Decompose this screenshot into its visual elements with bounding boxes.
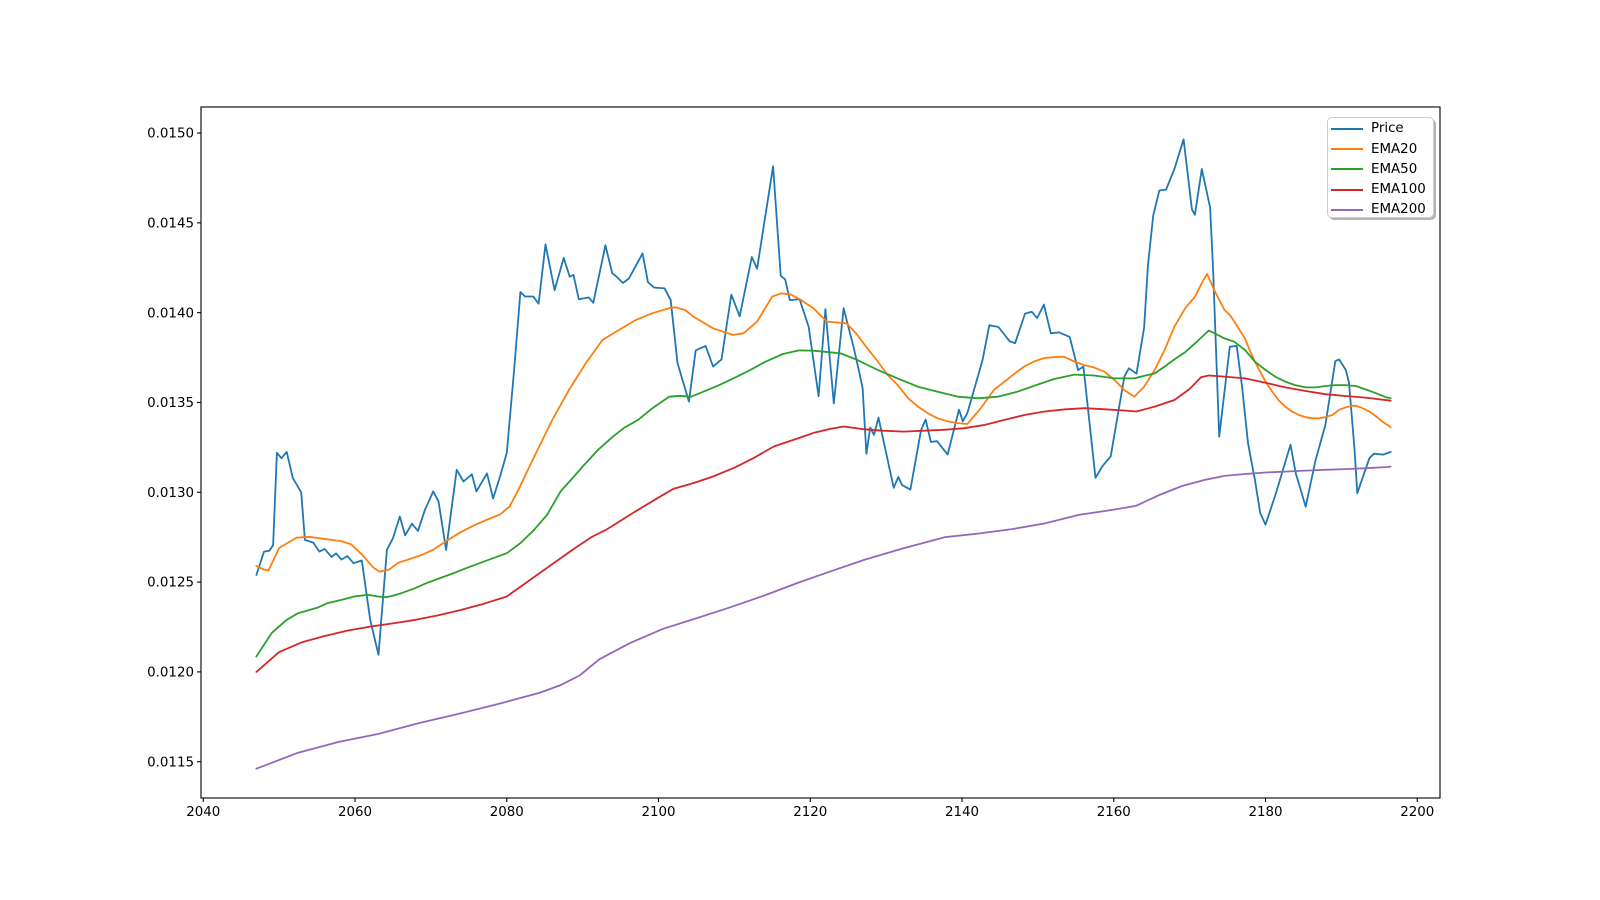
legend-label: EMA200 (1371, 202, 1426, 218)
legend-entry-ema50: EMA50 (1331, 159, 1433, 179)
y-tick-label: 0.0150 (147, 127, 194, 142)
legend-entry-ema200: EMA200 (1331, 200, 1433, 220)
ema20-line (255, 273, 1392, 573)
legend-entry-ema20: EMA20 (1331, 139, 1433, 159)
axes-spines (200, 106, 1441, 799)
legend-line-sample (1331, 168, 1363, 171)
y-tick-label: 0.0140 (147, 306, 194, 321)
x-tick-label: 2160 (1097, 805, 1131, 820)
legend-label: Price (1371, 121, 1404, 137)
x-tick-label: 2100 (641, 805, 675, 820)
ema200-line (255, 465, 1392, 770)
legend-entry-price: Price (1331, 119, 1433, 139)
legend-label: EMA100 (1371, 181, 1426, 197)
price-line (255, 138, 1392, 656)
legend-line-sample (1331, 148, 1363, 151)
y-tick-label: 0.0115 (147, 755, 194, 770)
x-tick-label: 2180 (1248, 805, 1282, 820)
legend-line-sample (1331, 208, 1363, 211)
x-tick-label: 2120 (793, 805, 827, 820)
ema50-line (255, 329, 1392, 658)
y-tick-label: 0.0135 (147, 396, 194, 411)
y-tick-label: 0.0145 (147, 216, 194, 231)
ema100-line (255, 374, 1392, 673)
x-tick-label: 2060 (338, 805, 372, 820)
legend-line-sample (1331, 188, 1363, 191)
x-tick-label: 2080 (490, 805, 524, 820)
legend-label: EMA20 (1371, 141, 1418, 157)
legend-box: Price EMA20 EMA50 EMA100 EMA200 (1327, 117, 1434, 218)
x-tick-label: 2040 (186, 805, 220, 820)
legend-label: EMA50 (1371, 161, 1418, 177)
y-tick-label: 0.0125 (147, 576, 194, 591)
y-tick-label: 0.0130 (147, 486, 194, 501)
legend-line-sample (1331, 128, 1363, 131)
x-tick-label: 2140 (945, 805, 979, 820)
x-tick-label: 2200 (1400, 805, 1434, 820)
y-tick-label: 0.0120 (147, 666, 194, 681)
legend-entry-ema100: EMA100 (1331, 180, 1433, 200)
